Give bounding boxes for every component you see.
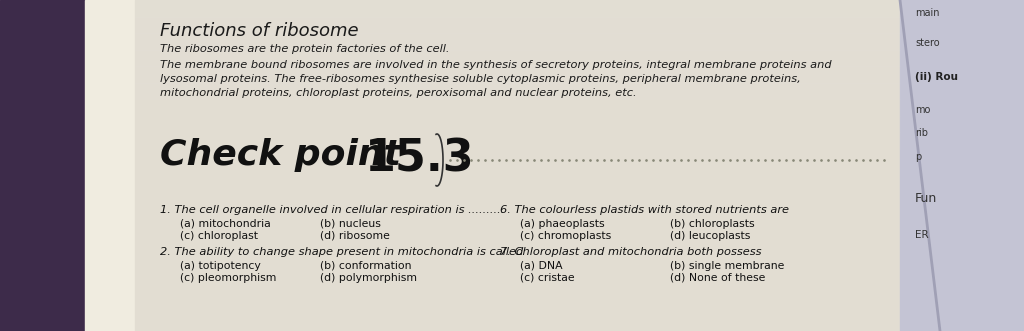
Text: rib: rib xyxy=(915,128,928,138)
Text: ER: ER xyxy=(915,230,929,240)
Text: p: p xyxy=(915,152,922,162)
Bar xyxy=(135,298,900,314)
Text: (d) polymorphism: (d) polymorphism xyxy=(319,273,417,283)
Text: 6. The colourless plastids with stored nutrients are: 6. The colourless plastids with stored n… xyxy=(500,205,790,215)
Bar xyxy=(135,314,900,331)
Bar xyxy=(135,248,900,265)
Text: (ii) Rou: (ii) Rou xyxy=(915,72,958,82)
Bar xyxy=(135,17,900,33)
Text: mitochondrial proteins, chloroplast proteins, peroxisomal and nuclear proteins, : mitochondrial proteins, chloroplast prot… xyxy=(160,88,637,98)
Text: Functions of ribosome: Functions of ribosome xyxy=(160,22,358,40)
Text: (c) cristae: (c) cristae xyxy=(520,273,574,283)
Text: (d) ribosome: (d) ribosome xyxy=(319,231,390,241)
Bar xyxy=(135,215,900,232)
Text: (a) totipotency: (a) totipotency xyxy=(180,261,261,271)
Text: (c) chromoplasts: (c) chromoplasts xyxy=(520,231,611,241)
Text: mo: mo xyxy=(915,105,931,115)
Text: (d) None of these: (d) None of these xyxy=(670,273,765,283)
Text: 1. The cell organelle involved in cellular respiration is ..........: 1. The cell organelle involved in cellul… xyxy=(160,205,505,215)
Polygon shape xyxy=(85,0,135,331)
Text: (b) single membrane: (b) single membrane xyxy=(670,261,784,271)
Text: (d) leucoplasts: (d) leucoplasts xyxy=(670,231,751,241)
Text: Fun: Fun xyxy=(915,192,937,205)
Bar xyxy=(135,166,900,182)
Text: 15.3: 15.3 xyxy=(365,138,475,181)
Text: lysosomal proteins. The free-ribosomes synthesise soluble cytoplasmic proteins, : lysosomal proteins. The free-ribosomes s… xyxy=(160,74,801,84)
Bar xyxy=(135,232,900,248)
Text: (b) nucleus: (b) nucleus xyxy=(319,219,381,229)
Bar xyxy=(135,50,900,66)
Text: stero: stero xyxy=(915,38,940,48)
Bar xyxy=(135,33,900,50)
Bar xyxy=(135,99,900,116)
Text: (a) mitochondria: (a) mitochondria xyxy=(180,219,270,229)
Bar xyxy=(135,281,900,298)
Bar xyxy=(135,132,900,149)
Text: (a) DNA: (a) DNA xyxy=(520,261,562,271)
Bar xyxy=(135,182,900,199)
Text: (c) chloroplast: (c) chloroplast xyxy=(180,231,258,241)
Text: The ribosomes are the protein factories of the cell.: The ribosomes are the protein factories … xyxy=(160,44,450,54)
Polygon shape xyxy=(900,0,1024,331)
Text: The membrane bound ribosomes are involved in the synthesis of secretory proteins: The membrane bound ribosomes are involve… xyxy=(160,60,831,70)
Bar xyxy=(135,66,900,83)
Bar xyxy=(135,149,900,166)
Bar xyxy=(0,0,85,331)
Bar xyxy=(135,199,900,215)
Text: (b) chloroplasts: (b) chloroplasts xyxy=(670,219,755,229)
Text: (a) phaeoplasts: (a) phaeoplasts xyxy=(520,219,604,229)
Bar xyxy=(135,83,900,99)
Text: main: main xyxy=(915,8,939,18)
Text: (c) pleomorphism: (c) pleomorphism xyxy=(180,273,276,283)
Polygon shape xyxy=(135,0,900,331)
Text: Check point: Check point xyxy=(160,138,414,172)
Text: (b) conformation: (b) conformation xyxy=(319,261,412,271)
Text: 7. Chloroplast and mitochondria both possess: 7. Chloroplast and mitochondria both pos… xyxy=(500,247,762,257)
Bar xyxy=(135,116,900,132)
Bar xyxy=(135,265,900,281)
Text: 2. The ability to change shape present in mitochondria is called: 2. The ability to change shape present i… xyxy=(160,247,523,257)
Bar xyxy=(135,0,900,17)
